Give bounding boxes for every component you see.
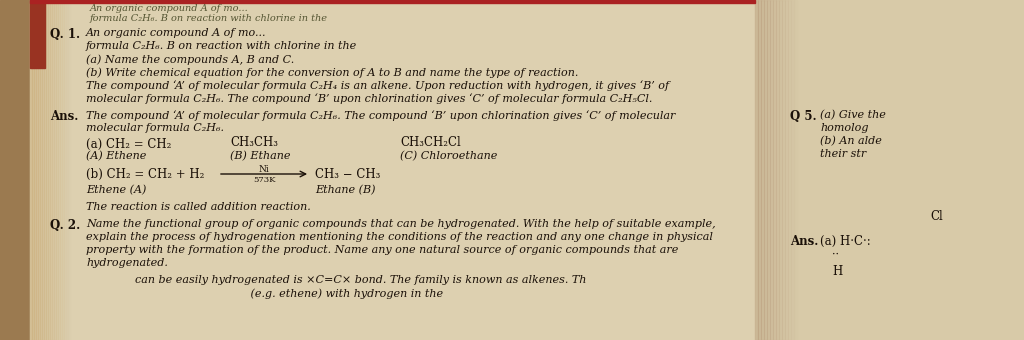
Text: Name the functional group of organic compounds that can be hydrogenated. With th: Name the functional group of organic com…: [86, 219, 716, 229]
Bar: [764, 0, 767, 340]
Text: 573K: 573K: [253, 176, 275, 184]
Bar: [38, 0, 40, 340]
Bar: [788, 0, 791, 340]
Bar: [758, 0, 761, 340]
Bar: [34, 0, 36, 340]
Bar: [50, 0, 52, 340]
Bar: [797, 0, 800, 340]
Text: formula C₂H₆. B on reaction with chlorine in the: formula C₂H₆. B on reaction with chlorin…: [90, 14, 328, 23]
Bar: [66, 0, 68, 340]
Bar: [63, 0, 66, 340]
Bar: [42, 0, 44, 340]
Bar: [30, 0, 755, 3]
Text: molecular formula C₂H₆. The compound ‘B’ upon chlorination gives ‘C’ of molecula: molecular formula C₂H₆. The compound ‘B’…: [86, 93, 652, 104]
Bar: [54, 0, 56, 340]
Bar: [46, 0, 48, 340]
Bar: [56, 0, 58, 340]
Text: (b) CH₂ = CH₂ + H₂: (b) CH₂ = CH₂ + H₂: [86, 168, 205, 181]
Bar: [785, 0, 788, 340]
Bar: [62, 0, 63, 340]
Text: Ethene (A): Ethene (A): [86, 185, 146, 195]
Text: (a) H·C·:: (a) H·C·:: [820, 235, 870, 248]
Bar: [782, 0, 785, 340]
Bar: [36, 0, 38, 340]
Text: homolog: homolog: [820, 123, 868, 133]
Bar: [32, 0, 34, 340]
Bar: [30, 0, 45, 68]
Text: Cl: Cl: [930, 210, 943, 223]
Text: (a) CH₂ = CH₂: (a) CH₂ = CH₂: [86, 138, 171, 151]
Text: (b) An alde: (b) An alde: [820, 136, 882, 146]
Text: An organic compound A of mo...: An organic compound A of mo...: [90, 4, 249, 13]
Text: H: H: [831, 265, 843, 278]
Text: CH₃CH₃: CH₃CH₃: [230, 136, 278, 149]
Text: CH₃ − CH₃: CH₃ − CH₃: [315, 168, 380, 181]
Bar: [52, 0, 54, 340]
Text: The compound ‘A’ of molecular formula C₂H₆. The compound ‘B’ upon chlorination g: The compound ‘A’ of molecular formula C₂…: [86, 110, 676, 121]
Bar: [755, 0, 1024, 340]
Bar: [755, 0, 758, 340]
Bar: [30, 0, 755, 340]
Text: their str: their str: [820, 149, 866, 159]
Text: ··: ··: [831, 250, 839, 260]
Text: Ethane (B): Ethane (B): [315, 185, 376, 195]
Bar: [791, 0, 794, 340]
Text: (a) Name the compounds A, B and C.: (a) Name the compounds A, B and C.: [86, 54, 294, 65]
Bar: [0, 0, 30, 340]
Bar: [40, 0, 42, 340]
Bar: [30, 0, 32, 340]
Bar: [68, 0, 70, 340]
Text: (C) Chloroethane: (C) Chloroethane: [400, 151, 498, 161]
Bar: [770, 0, 773, 340]
Text: The reaction is called addition reaction.: The reaction is called addition reaction…: [86, 202, 310, 212]
Bar: [779, 0, 782, 340]
Bar: [58, 0, 60, 340]
Text: can be easily hydrogenated is ×C=C× bond. The family is known as alkenes. Th: can be easily hydrogenated is ×C=C× bond…: [86, 275, 587, 285]
Text: formula C₂H₆. B on reaction with chlorine in the: formula C₂H₆. B on reaction with chlorin…: [86, 41, 357, 51]
Text: The compound ‘A’ of molecular formula C₂H₄ is an alkene. Upon reduction with hyd: The compound ‘A’ of molecular formula C₂…: [86, 80, 669, 91]
Bar: [773, 0, 776, 340]
Bar: [761, 0, 764, 340]
Text: Q. 1.: Q. 1.: [50, 28, 80, 41]
Bar: [794, 0, 797, 340]
Text: Q. 2.: Q. 2.: [50, 219, 80, 232]
Bar: [776, 0, 779, 340]
Text: (e.g. ethene) with hydrogen in the: (e.g. ethene) with hydrogen in the: [86, 288, 443, 299]
Text: Ans.: Ans.: [790, 235, 818, 248]
Text: Ans.: Ans.: [50, 110, 79, 123]
Text: property with the formation of the product. Name any one natural source of organ: property with the formation of the produ…: [86, 245, 678, 255]
Bar: [767, 0, 770, 340]
Text: (a) Give the: (a) Give the: [820, 110, 886, 120]
Text: explain the process of hydrogenation mentioning the conditions of the reaction a: explain the process of hydrogenation men…: [86, 232, 713, 242]
Bar: [48, 0, 50, 340]
Text: CH₃CH₂Cl: CH₃CH₂Cl: [400, 136, 461, 149]
Text: Q 5.: Q 5.: [790, 110, 816, 123]
Text: An organic compound A of mo...: An organic compound A of mo...: [86, 28, 266, 38]
Text: (b) Write chemical equation for the conversion of A to B and name the type of re: (b) Write chemical equation for the conv…: [86, 67, 579, 78]
Text: hydrogenated.: hydrogenated.: [86, 258, 168, 268]
Text: Ni: Ni: [259, 165, 269, 174]
Bar: [60, 0, 62, 340]
Text: (A) Ethene: (A) Ethene: [86, 151, 146, 161]
Bar: [44, 0, 46, 340]
Text: molecular formula C₂H₆.: molecular formula C₂H₆.: [86, 123, 224, 133]
Text: (B) Ethane: (B) Ethane: [230, 151, 291, 161]
